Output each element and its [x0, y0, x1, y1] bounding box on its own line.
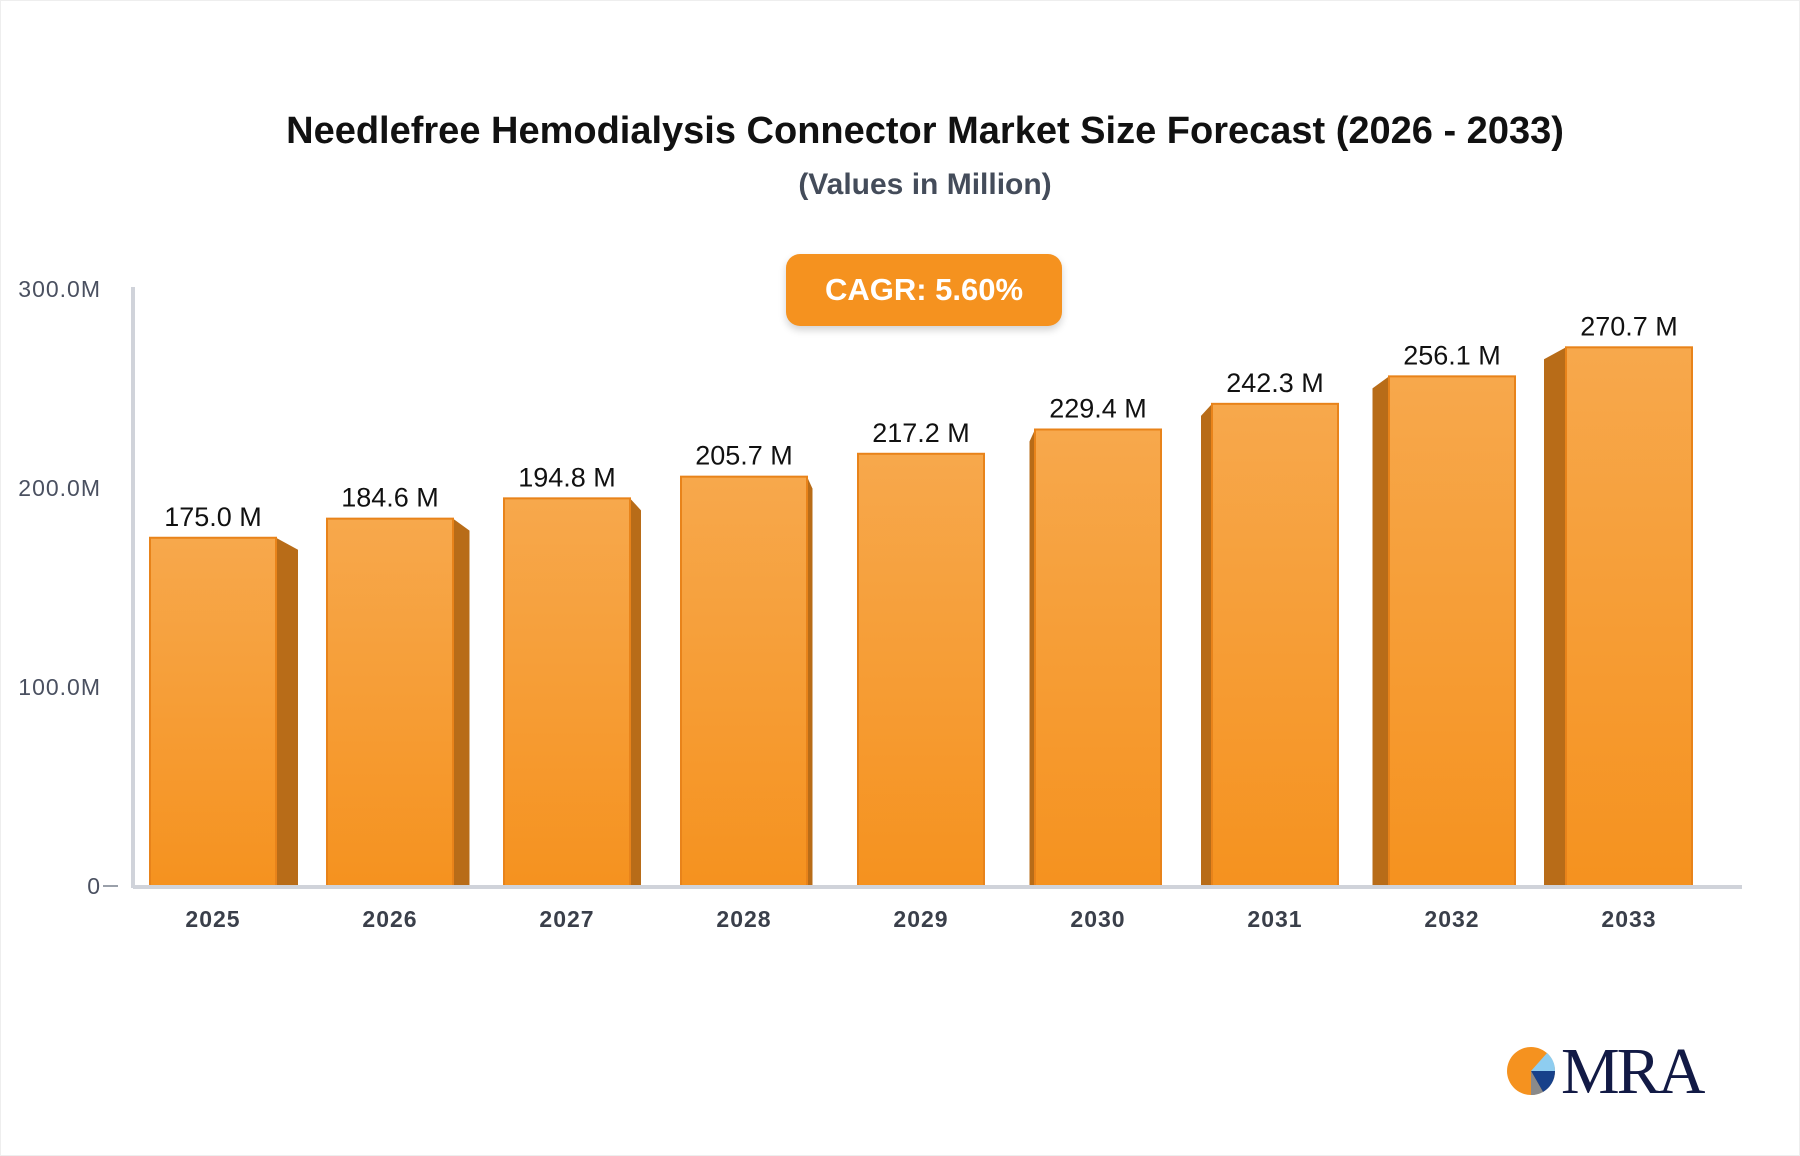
logo-text: MRA — [1561, 1035, 1705, 1108]
y-tick-label: 100.0M — [18, 674, 101, 700]
bar — [680, 475, 808, 887]
bar — [857, 452, 985, 887]
x-tick-label: 2029 — [893, 906, 948, 932]
y-tick-label: 300.0M — [18, 276, 101, 302]
data-label: 205.7 M — [695, 441, 793, 471]
data-label: 217.2 M — [872, 418, 970, 448]
x-tick-label: 2033 — [1601, 906, 1656, 932]
bar-side — [276, 537, 298, 886]
data-label: 242.3 M — [1226, 368, 1324, 398]
pie-logo-icon — [1507, 1047, 1556, 1096]
bar-side — [1201, 403, 1212, 886]
mra-logo: MRA — [1505, 1035, 1705, 1108]
bar-side — [453, 518, 470, 886]
bar-side — [1544, 347, 1566, 886]
y-tick-label: 0 — [87, 873, 101, 899]
bar — [326, 517, 454, 887]
chart-subtitle: (Values in Million) — [798, 168, 1052, 201]
cagr-badge: CAGR: 5.60% — [786, 254, 1062, 326]
y-tick-label: 200.0M — [18, 475, 101, 501]
x-tick-label: 2028 — [716, 906, 771, 932]
x-tick-label: 2027 — [539, 906, 594, 932]
bar-side — [1029, 429, 1035, 886]
x-tick-label: 2025 — [185, 906, 240, 932]
bar — [1211, 402, 1339, 887]
x-tick-label: 2031 — [1247, 906, 1302, 932]
data-label: 256.1 M — [1403, 340, 1501, 370]
bar-side — [1372, 376, 1389, 886]
bar-side — [630, 498, 641, 886]
bar — [149, 536, 277, 887]
chart-title: Needlefree Hemodialysis Connector Market… — [286, 110, 1564, 152]
bar-side — [807, 476, 813, 886]
data-label: 270.7 M — [1580, 311, 1678, 341]
bar — [1388, 375, 1516, 887]
bar — [1034, 428, 1162, 887]
data-label: 184.6 M — [341, 483, 439, 513]
bar — [503, 497, 631, 887]
x-tick-label: 2030 — [1070, 906, 1125, 932]
data-label: 229.4 M — [1049, 393, 1147, 423]
x-tick-label: 2026 — [362, 906, 417, 932]
x-tick-label: 2032 — [1424, 906, 1479, 932]
bar — [1565, 346, 1693, 887]
data-label: 175.0 M — [164, 502, 262, 532]
data-label: 194.8 M — [518, 462, 616, 492]
